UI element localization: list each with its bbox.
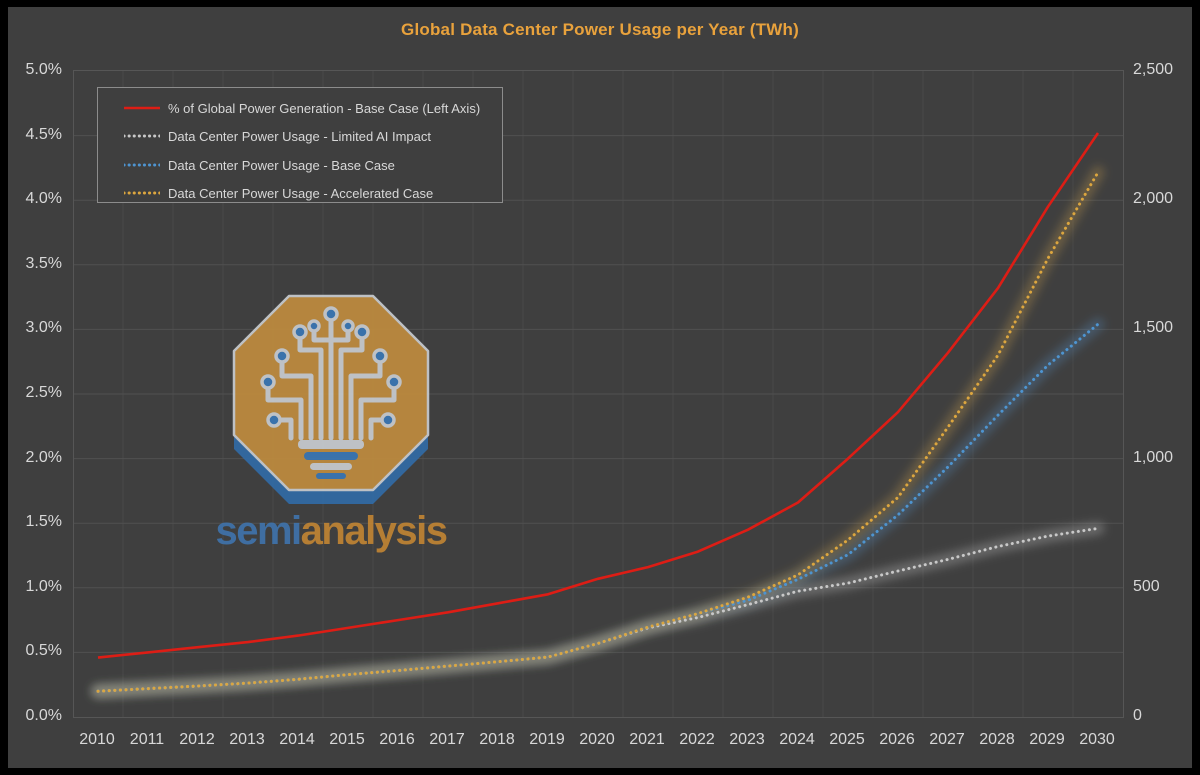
series-line <box>97 132 1100 659</box>
y-axis-right-tick-label: 1,500 <box>1133 319 1174 337</box>
x-axis-tick-label: 2018 <box>479 731 515 748</box>
chart-title: Global Data Center Power Usage per Year … <box>401 20 799 39</box>
legend-item-limited-ai: Data Center Power Usage - Limited AI Imp… <box>98 122 502 150</box>
y-axis-right-tick-label: 0 <box>1133 707 1142 724</box>
y-axis-right-tick-label: 500 <box>1133 577 1160 595</box>
legend-box: % of Global Power Generation - Base Case… <box>97 87 503 203</box>
x-axis-tick-label: 2015 <box>329 731 365 748</box>
x-axis-tick-label: 2012 <box>179 731 215 748</box>
y-axis-left-tick-label: 4.0% <box>25 190 62 208</box>
logo-text-analysis: analysis <box>300 509 448 553</box>
y-axis-left-tick-label: 1.0% <box>25 577 62 595</box>
y-axis-left-tick-label: 0.0% <box>25 707 62 724</box>
y-axis-right-tick-label: 1,000 <box>1133 448 1174 466</box>
circuit-tree-icon <box>265 317 397 441</box>
x-axis-tick-label: 2016 <box>379 731 415 748</box>
circuit-nodes <box>260 306 402 428</box>
y-axis-left-tick-label: 1.5% <box>25 513 62 531</box>
x-axis-tick-label: 2025 <box>829 731 865 748</box>
legend-label: Data Center Power Usage - Base Case <box>168 157 395 173</box>
x-axis-tick-label: 2014 <box>279 731 315 748</box>
y-axis-left-tick-label: 3.5% <box>25 254 62 272</box>
x-axis-tick-label: 2029 <box>1029 731 1065 748</box>
x-axis-tick-label: 2028 <box>979 731 1015 748</box>
x-axis-tick-label: 2021 <box>629 731 665 748</box>
legend-marker-dotted-gray <box>124 134 160 138</box>
legend-item-base-case: Data Center Power Usage - Base Case <box>98 151 502 179</box>
x-axis-tick-label: 2011 <box>129 731 165 748</box>
legend-marker-solid-red <box>124 106 160 110</box>
x-axis-tick-label: 2013 <box>229 731 265 748</box>
logo-text-semi: semi <box>215 509 302 553</box>
series-line-layer <box>96 132 1100 693</box>
y-axis-left-tick-label: 3.0% <box>25 319 62 337</box>
y-axis-left-tick-label: 2.5% <box>25 384 62 401</box>
legend-marker-dotted-blue <box>124 163 160 167</box>
y-axis-right-tick-label: 2,500 <box>1133 61 1174 78</box>
semianalysis-logo: semianalysis <box>213 288 449 551</box>
x-axis-tick-label: 2024 <box>779 731 815 748</box>
logo-wordmark: semianalysis <box>213 511 449 551</box>
x-axis-tick-label: 2023 <box>729 731 765 748</box>
legend-label: % of Global Power Generation - Base Case… <box>168 100 481 116</box>
y-axis-left-tick-label: 0.5% <box>25 642 62 660</box>
legend-item-accelerated: Data Center Power Usage - Accelerated Ca… <box>98 179 502 207</box>
x-axis-tick-label: 2030 <box>1079 731 1115 748</box>
bulb-base-icon <box>298 440 364 479</box>
y-axis-left-tick-label: 2.0% <box>25 448 62 466</box>
x-axis-tick-label: 2017 <box>429 731 465 748</box>
legend-marker-dotted-gold <box>124 191 160 195</box>
x-axis-tick-label: 2022 <box>679 731 715 748</box>
x-axis-tick-label: 2019 <box>529 731 565 748</box>
series-line <box>96 170 1100 693</box>
x-axis-tick-label: 2026 <box>879 731 915 748</box>
x-axis-tick-label: 2020 <box>579 731 615 748</box>
legend-label: Data Center Power Usage - Limited AI Imp… <box>168 128 432 144</box>
y-axis-left-tick-label: 5.0% <box>25 61 62 78</box>
legend-item-pct-base-case: % of Global Power Generation - Base Case… <box>98 94 502 122</box>
x-axis-tick-label: 2010 <box>79 731 115 748</box>
semianalysis-logo-mark <box>232 294 430 504</box>
x-axis-tick-label: 2027 <box>929 731 965 748</box>
legend-label: Data Center Power Usage - Accelerated Ca… <box>168 185 434 201</box>
y-axis-left-tick-label: 4.5% <box>25 125 62 143</box>
y-axis-right-tick-label: 2,000 <box>1133 190 1174 208</box>
